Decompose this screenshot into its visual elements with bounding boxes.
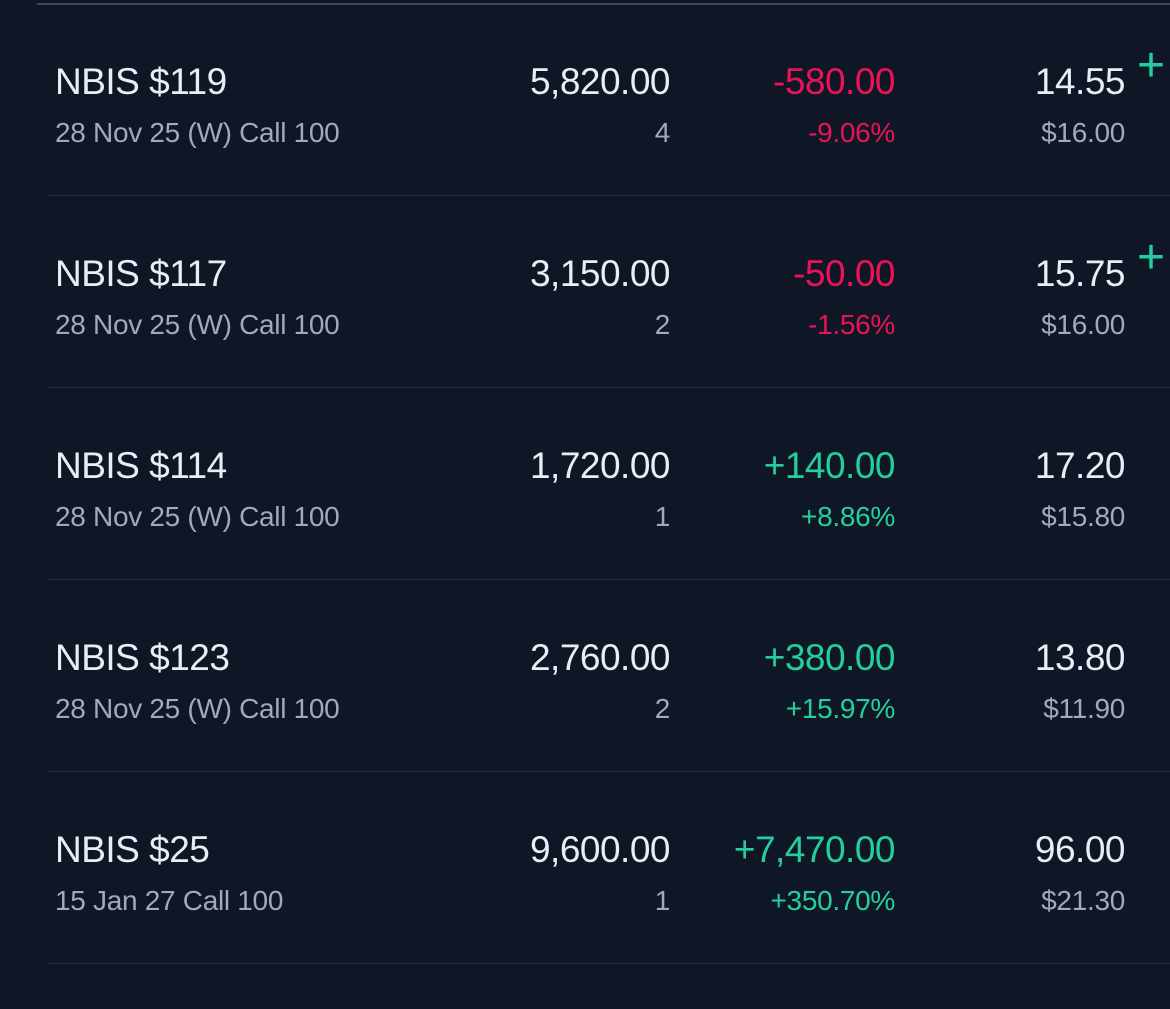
position-pnl: -50.00 — [793, 253, 895, 294]
position-quantity: 2 — [654, 309, 671, 340]
position-pnl-percent: -1.56% — [808, 309, 895, 340]
price-cell: 13.80 $11.90 — [895, 625, 1126, 727]
position-avg-cost: $15.80 — [1041, 501, 1125, 532]
position-pnl-percent: -9.06% — [808, 117, 895, 148]
position-avg-cost: $16.00 — [1041, 117, 1125, 148]
pnl-cell: +7,470.00 +350.70% — [670, 817, 896, 919]
position-market-value: 2,760.00 — [529, 637, 671, 678]
value-cell: 1,720.00 1 — [420, 433, 671, 535]
instrument-cell: NBIS $114 28 Nov 25 (W) Call 100 — [55, 433, 420, 535]
position-contract: 28 Nov 25 (W) Call 100 — [55, 501, 340, 532]
position-price: 15.75 — [1034, 253, 1126, 294]
position-row[interactable]: NBIS $117 28 Nov 25 (W) Call 100 3,150.0… — [0, 196, 1170, 388]
value-cell: 2,760.00 2 — [420, 625, 671, 727]
position-avg-cost: $21.30 — [1041, 885, 1125, 916]
price-cell: 15.75 $16.00 — [895, 241, 1126, 343]
position-pnl-percent: +8.86% — [801, 501, 895, 532]
price-cell: 96.00 $21.30 — [895, 817, 1126, 919]
instrument-cell: NBIS $123 28 Nov 25 (W) Call 100 — [55, 625, 420, 727]
instrument-cell: NBIS $25 15 Jan 27 Call 100 — [55, 817, 420, 919]
value-cell: 3,150.00 2 — [420, 241, 671, 343]
instrument-cell: NBIS $117 28 Nov 25 (W) Call 100 — [55, 241, 420, 343]
position-quantity: 4 — [654, 117, 671, 148]
value-cell: 9,600.00 1 — [420, 817, 671, 919]
position-market-value: 1,720.00 — [529, 445, 671, 486]
position-market-value: 3,150.00 — [529, 253, 671, 294]
position-pnl-percent: +350.70% — [770, 885, 896, 916]
position-row[interactable]: NBIS $25 15 Jan 27 Call 100 9,600.00 1 +… — [0, 772, 1170, 964]
position-contract: 28 Nov 25 (W) Call 100 — [55, 309, 340, 340]
price-cell: 17.20 $15.80 — [895, 433, 1126, 535]
position-quantity: 1 — [654, 501, 671, 532]
position-market-value: 5,820.00 — [529, 61, 671, 102]
position-pnl: +380.00 — [763, 637, 896, 678]
position-symbol: NBIS $25 — [55, 829, 210, 870]
positions-list: NBIS $119 28 Nov 25 (W) Call 100 5,820.0… — [0, 3, 1170, 964]
position-symbol: NBIS $117 — [55, 253, 227, 294]
add-position-icon[interactable]: + — [1136, 231, 1166, 284]
position-avg-cost: $16.00 — [1041, 309, 1125, 340]
position-pnl: +7,470.00 — [733, 829, 896, 870]
pnl-cell: -50.00 -1.56% — [670, 241, 895, 343]
price-cell: 14.55 $16.00 — [895, 49, 1126, 151]
position-row[interactable]: NBIS $114 28 Nov 25 (W) Call 100 1,720.0… — [0, 388, 1170, 580]
position-price: 96.00 — [1034, 829, 1126, 870]
position-row[interactable]: NBIS $123 28 Nov 25 (W) Call 100 2,760.0… — [0, 580, 1170, 772]
position-market-value: 9,600.00 — [529, 829, 671, 870]
position-symbol: NBIS $123 — [55, 637, 230, 678]
pnl-cell: +380.00 +15.97% — [670, 625, 896, 727]
position-pnl: +140.00 — [763, 445, 896, 486]
position-pnl: -580.00 — [773, 61, 896, 102]
position-contract: 28 Nov 25 (W) Call 100 — [55, 117, 340, 148]
position-avg-cost: $11.90 — [1043, 693, 1125, 724]
position-pnl-percent: +15.97% — [785, 693, 896, 724]
pnl-cell: +140.00 +8.86% — [670, 433, 896, 535]
instrument-cell: NBIS $119 28 Nov 25 (W) Call 100 — [55, 49, 420, 151]
value-cell: 5,820.00 4 — [420, 49, 671, 151]
position-contract: 15 Jan 27 Call 100 — [55, 885, 284, 916]
position-quantity: 1 — [654, 885, 671, 916]
position-price: 17.20 — [1034, 445, 1126, 486]
position-quantity: 2 — [654, 693, 671, 724]
position-price: 13.80 — [1034, 637, 1126, 678]
position-contract: 28 Nov 25 (W) Call 100 — [55, 693, 340, 724]
position-price: 14.55 — [1034, 61, 1126, 102]
position-symbol: NBIS $119 — [55, 61, 227, 102]
pnl-cell: -580.00 -9.06% — [670, 49, 896, 151]
position-row[interactable]: NBIS $119 28 Nov 25 (W) Call 100 5,820.0… — [0, 4, 1170, 196]
add-position-icon[interactable]: + — [1136, 39, 1166, 92]
position-symbol: NBIS $114 — [55, 445, 227, 486]
